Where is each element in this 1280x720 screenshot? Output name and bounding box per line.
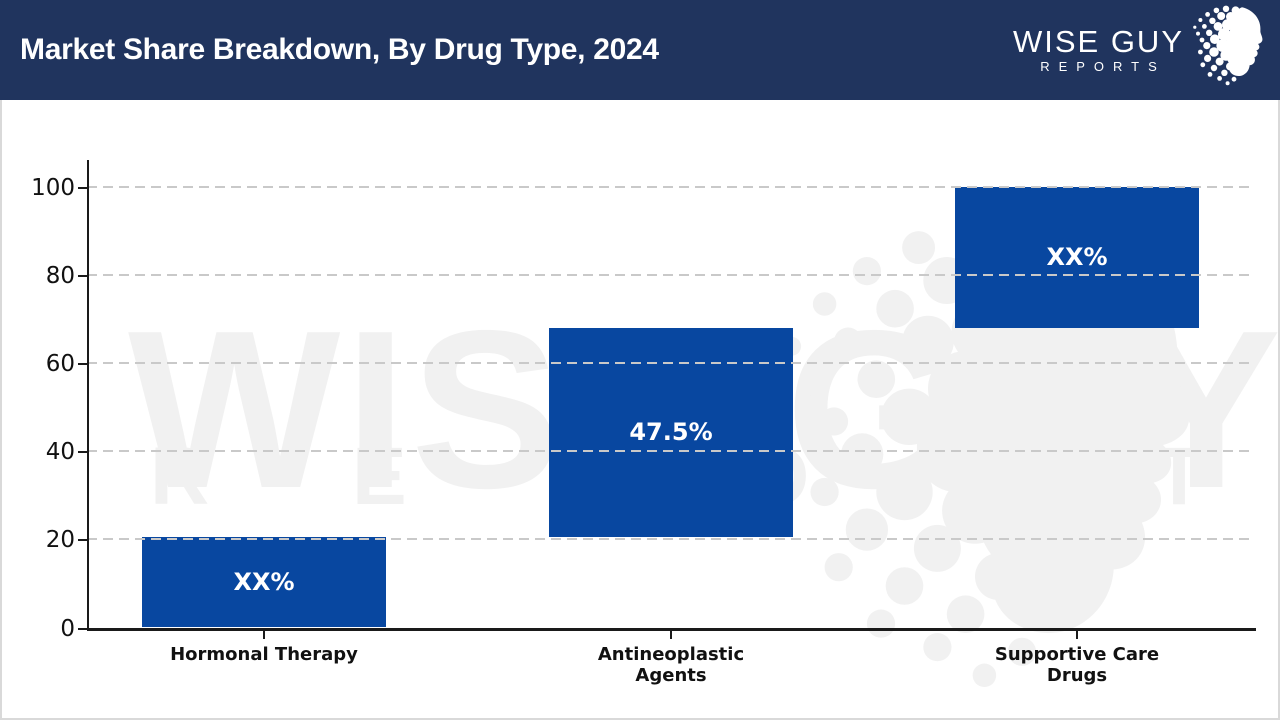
watermark-face-icon: [740, 210, 1210, 720]
x-label-line: Agents: [635, 664, 707, 686]
y-tick-80: [78, 274, 87, 277]
face-profile-dots-watermark: [782, 219, 1190, 688]
bar-value-label-hormonal-therapy: XX%: [233, 568, 295, 597]
bar-value-label-antineoplastic-agents: 47.5%: [629, 418, 713, 447]
page-border-left: [0, 100, 2, 720]
y-tick-label-100: 100: [31, 174, 75, 201]
y-axis-line: [87, 160, 89, 631]
brand-face-icon: [1186, 4, 1266, 96]
page-border-right: [1278, 100, 1280, 720]
y-tick-40: [78, 451, 87, 454]
gridline-100: [87, 185, 1253, 188]
y-tick-100: [78, 186, 87, 189]
x-axis-line: [87, 627, 1256, 631]
x-label-line: Drugs: [1046, 664, 1108, 686]
bar-antineoplastic-agents: 47.5%: [549, 327, 793, 538]
y-tick-label-40: 40: [45, 439, 75, 466]
x-tick-antineoplastic-agents: [670, 630, 672, 639]
x-label-line: Supportive Care: [994, 643, 1160, 665]
bar-hormonal-therapy: XX%: [142, 537, 386, 628]
header: Market Share Breakdown, By Drug Type, 20…: [0, 0, 1280, 100]
chart-area: WISE GUY R E P O R T S XX%47.5%XX%020406…: [0, 100, 1280, 720]
gridline-60: [87, 361, 1253, 364]
gridline-20: [87, 538, 1253, 541]
y-tick-label-0: 0: [60, 615, 75, 642]
x-label-hormonal-therapy: Hormonal Therapy: [104, 644, 424, 665]
x-tick-supportive-care-drugs: [1076, 630, 1078, 639]
face-profile-dots-logo: [1193, 5, 1263, 86]
brand-name: WISE GUY: [1012, 24, 1184, 60]
bar-supportive-care-drugs: XX%: [955, 186, 1199, 328]
x-tick-hormonal-therapy: [263, 630, 265, 639]
y-tick-20: [78, 539, 87, 542]
x-label-supportive-care-drugs: Supportive Care Drugs: [917, 644, 1237, 686]
x-label-line: Hormonal Therapy: [170, 643, 358, 665]
page-border-bottom: [0, 718, 1280, 720]
y-tick-label-80: 80: [45, 262, 75, 289]
x-label-antineoplastic-agents: Antineoplastic Agents: [511, 644, 831, 686]
gridline-80: [87, 273, 1253, 276]
y-tick-label-60: 60: [45, 350, 75, 377]
x-label-line: Antineoplastic: [597, 643, 745, 665]
y-tick-label-20: 20: [45, 527, 75, 554]
y-tick-0: [78, 627, 87, 630]
page-title: Market Share Breakdown, By Drug Type, 20…: [20, 33, 659, 66]
y-tick-60: [78, 362, 87, 365]
brand-logo: WISE GUY REPORTS: [1013, 4, 1266, 96]
brand-logo-text: WISE GUY REPORTS: [1013, 26, 1184, 74]
gridline-40: [87, 450, 1253, 453]
bar-value-label-supportive-care-drugs: XX%: [1046, 243, 1108, 272]
brand-subtitle: REPORTS: [1040, 58, 1166, 74]
